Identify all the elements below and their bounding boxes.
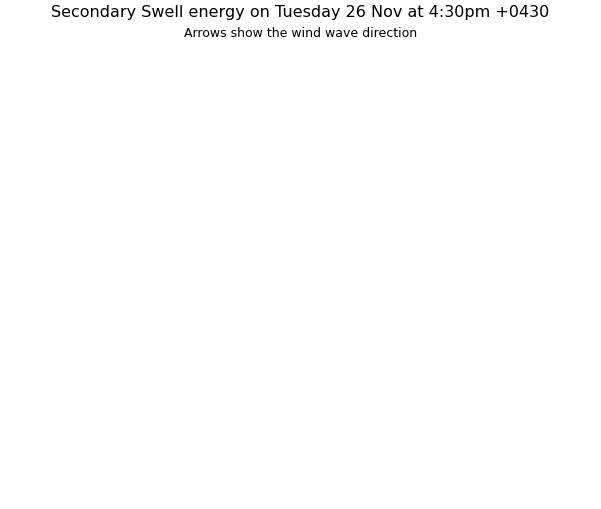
Text: Secondary Swell energy on Tuesday 26 Nov at 4:30pm +0430: Secondary Swell energy on Tuesday 26 Nov… bbox=[51, 5, 550, 20]
Text: Cartopy not available: Cartopy not available bbox=[212, 267, 389, 285]
Text: Arrows show the wind wave direction: Arrows show the wind wave direction bbox=[184, 27, 417, 40]
